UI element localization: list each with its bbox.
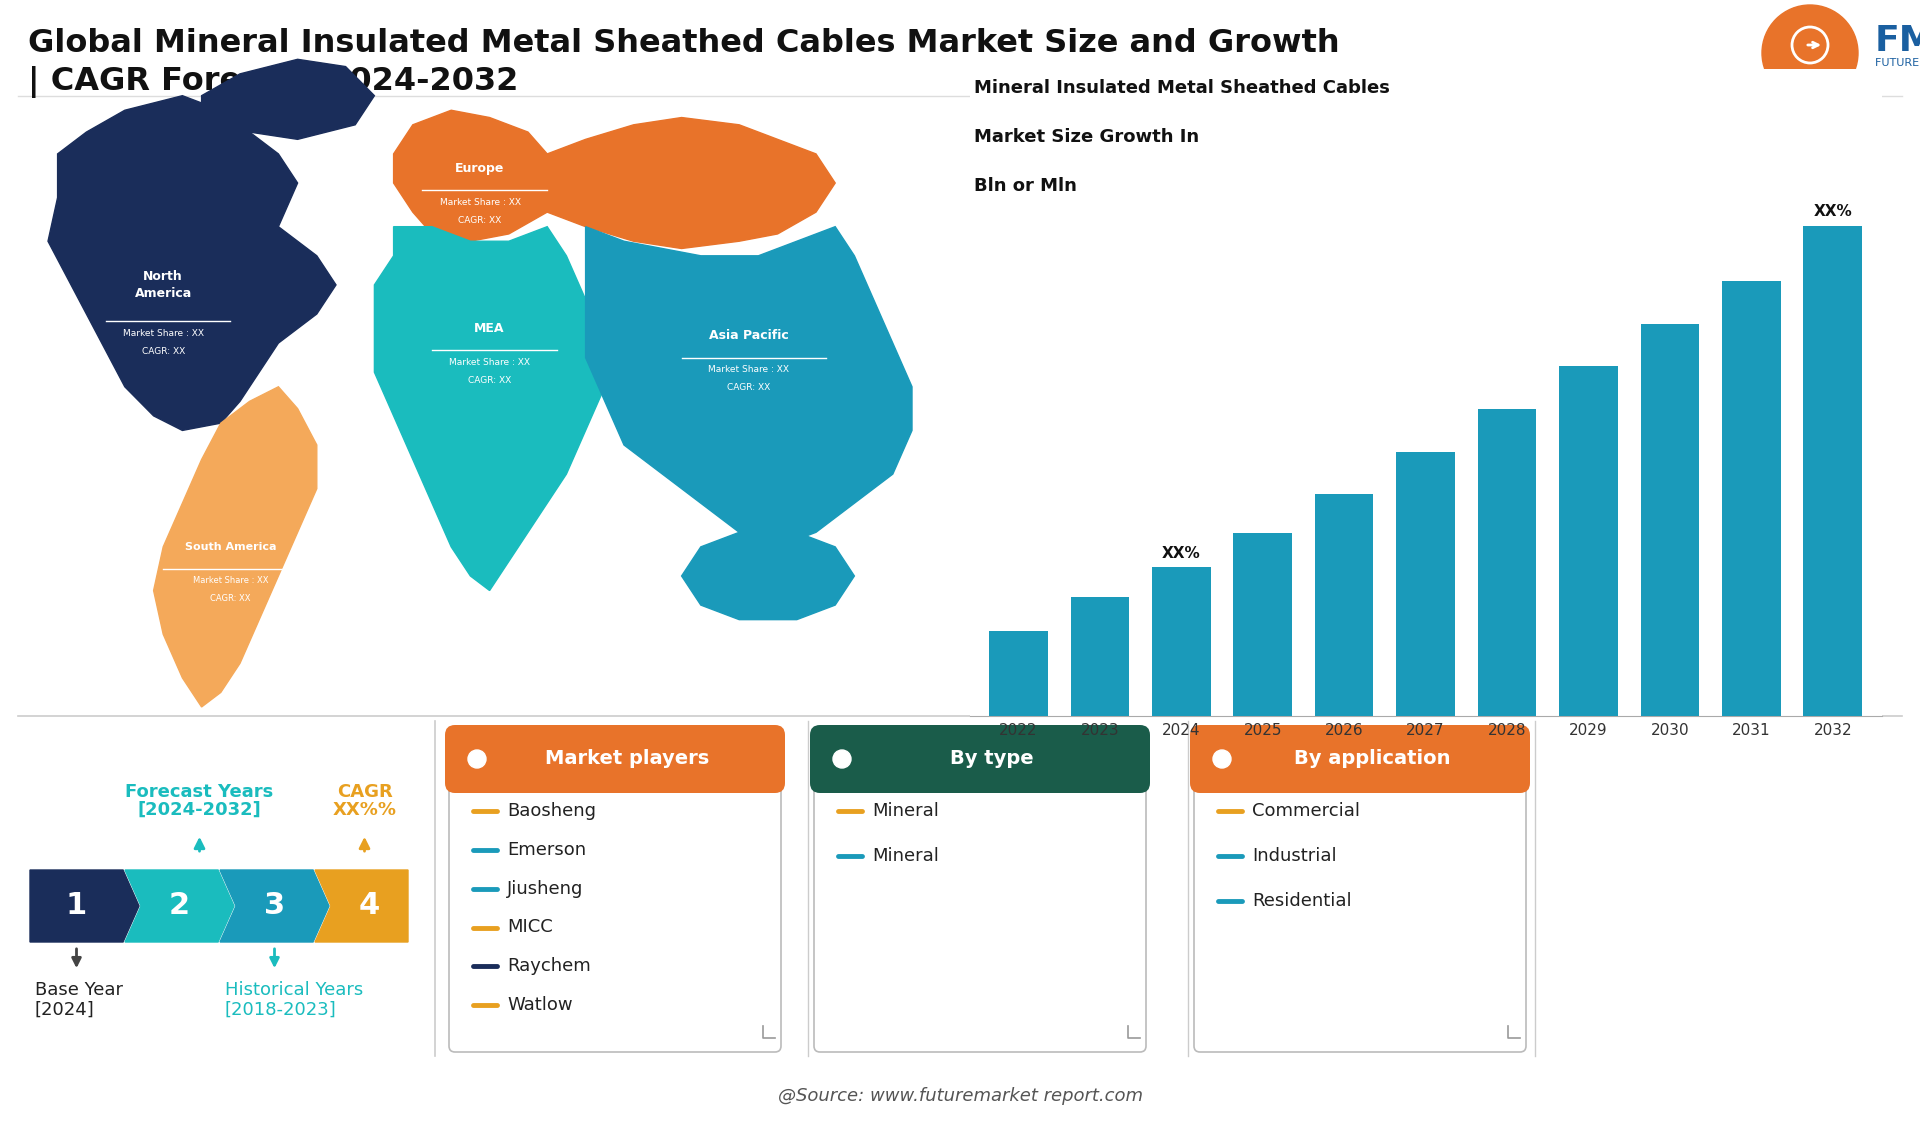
Polygon shape [221, 870, 328, 942]
Text: Mineral: Mineral [872, 802, 939, 821]
Text: Commercial: Commercial [1252, 802, 1359, 821]
Text: Market Share : XX: Market Share : XX [192, 576, 269, 586]
Bar [1396, 452, 1455, 716]
Text: CAGR: XX: CAGR: XX [728, 384, 770, 392]
Text: CAGR: XX: CAGR: XX [468, 376, 511, 385]
Text: Residential: Residential [1252, 892, 1352, 910]
Text: [2018-2023]: [2018-2023] [225, 1000, 336, 1019]
Text: Mineral Insulated Metal Sheathed Cables: Mineral Insulated Metal Sheathed Cables [973, 79, 1390, 96]
Polygon shape [315, 870, 407, 942]
Bar [1640, 324, 1699, 716]
Text: CAGR: CAGR [336, 783, 392, 801]
Text: Emerson: Emerson [507, 841, 586, 858]
FancyBboxPatch shape [445, 725, 785, 793]
Bar [1233, 533, 1292, 716]
Text: XX%: XX% [1812, 204, 1853, 219]
Text: Industrial: Industrial [1252, 847, 1336, 865]
Text: Global Mineral Insulated Metal Sheathed Cables Market Size and Growth: Global Mineral Insulated Metal Sheathed … [29, 28, 1340, 58]
Text: North
America: North America [134, 270, 192, 300]
Text: Base Year: Base Year [35, 981, 123, 999]
Bar [1071, 597, 1129, 716]
Text: By type: By type [950, 749, 1033, 769]
Text: [2024-2032]: [2024-2032] [138, 801, 261, 819]
Polygon shape [374, 227, 605, 590]
Text: Market players: Market players [545, 749, 708, 769]
Text: 4: 4 [359, 892, 380, 920]
Text: 2: 2 [169, 892, 190, 920]
Text: 3: 3 [263, 892, 284, 920]
Text: Jiusheng: Jiusheng [507, 880, 584, 897]
Text: 1: 1 [65, 892, 86, 920]
Text: By application: By application [1294, 749, 1450, 769]
Polygon shape [547, 118, 835, 249]
FancyBboxPatch shape [1190, 725, 1530, 793]
Text: XX%%: XX%% [332, 801, 397, 819]
Text: FUTURE MARKET REPORT: FUTURE MARKET REPORT [1876, 58, 1920, 68]
Polygon shape [31, 870, 138, 942]
Text: Market Share : XX: Market Share : XX [123, 329, 204, 338]
FancyBboxPatch shape [810, 725, 1150, 793]
Text: | CAGR Forecast 2024-2032: | CAGR Forecast 2024-2032 [29, 66, 518, 99]
Text: MEA: MEA [474, 322, 505, 335]
Text: FMR: FMR [1876, 24, 1920, 58]
Text: [2024]: [2024] [35, 1000, 94, 1019]
Circle shape [468, 749, 486, 768]
Text: CAGR: XX: CAGR: XX [209, 595, 252, 604]
Text: Historical Years: Historical Years [225, 981, 363, 999]
Text: CAGR: XX: CAGR: XX [459, 217, 501, 225]
Bar [1478, 409, 1536, 716]
Text: XX%: XX% [1162, 545, 1200, 560]
Bar [1803, 226, 1862, 716]
Text: Market Size Growth In: Market Size Growth In [973, 127, 1198, 146]
Polygon shape [394, 110, 566, 241]
Text: CAGR: XX: CAGR: XX [142, 347, 184, 356]
Text: Forecast Years: Forecast Years [125, 783, 275, 801]
Text: South America: South America [184, 542, 276, 552]
Bar [1152, 567, 1212, 716]
Circle shape [1213, 749, 1231, 768]
FancyBboxPatch shape [449, 777, 781, 1052]
Polygon shape [586, 227, 912, 547]
Polygon shape [125, 870, 234, 942]
Text: Bln or Mln: Bln or Mln [973, 176, 1077, 195]
Polygon shape [48, 96, 336, 431]
Bar [989, 631, 1048, 716]
Circle shape [833, 749, 851, 768]
Bar [1559, 367, 1619, 716]
Polygon shape [682, 532, 854, 620]
Text: Market Share : XX: Market Share : XX [440, 198, 520, 206]
Text: Market Share : XX: Market Share : XX [449, 358, 530, 367]
FancyBboxPatch shape [1194, 777, 1526, 1052]
Text: Asia Pacific: Asia Pacific [708, 329, 789, 343]
Text: Mineral: Mineral [872, 847, 939, 865]
FancyBboxPatch shape [814, 777, 1146, 1052]
Text: Europe: Europe [455, 162, 505, 175]
Text: MICC: MICC [507, 918, 553, 936]
Bar [1722, 281, 1780, 716]
Text: @Source: www.futuremarket report.com: @Source: www.futuremarket report.com [778, 1088, 1142, 1105]
Polygon shape [154, 387, 317, 707]
Text: Baosheng: Baosheng [507, 802, 595, 821]
Polygon shape [202, 60, 374, 140]
Circle shape [1763, 5, 1859, 101]
Text: Raychem: Raychem [507, 957, 591, 975]
Bar [1315, 494, 1373, 716]
Text: Market Share : XX: Market Share : XX [708, 366, 789, 375]
Text: Watlow: Watlow [507, 996, 572, 1014]
